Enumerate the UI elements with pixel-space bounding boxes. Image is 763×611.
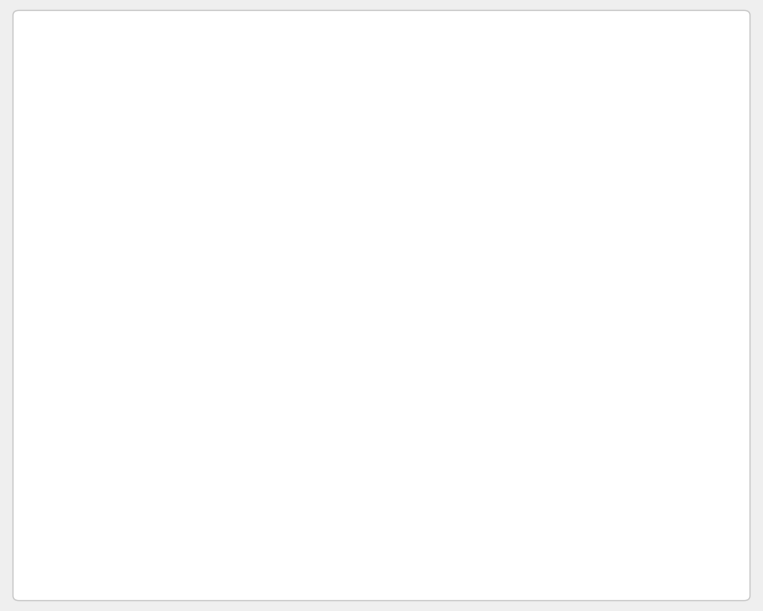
Text: (b): (b) — [128, 276, 154, 295]
Text: (c): (c) — [128, 351, 153, 370]
Text: What is the maximum value for the rank of $\mathit{A}^{T}$?: What is the maximum value for the rank o… — [163, 370, 608, 391]
Text: (a): (a) — [128, 200, 154, 219]
Text: Let $\mathit{A}$ be a $\mathbf{4 \times 3}$ matrix.: Let $\mathit{A}$ be a $\mathbf{4 \times … — [128, 153, 351, 172]
Text: What is the minimum value for the nullity of $\mathit{A}$?: What is the minimum value for the nullit… — [163, 295, 608, 318]
Text: What is the minimum value for the nullity of $\mathit{A}^{T}$?: What is the minimum value for the nullit… — [163, 445, 618, 470]
Text: Exercise 6.5.5: Using the rank and nullity theorem.: Exercise 6.5.5: Using the rank and nulli… — [128, 109, 711, 131]
Text: (d): (d) — [128, 426, 154, 445]
Text: What is the maximum value for the rank of $\mathit{A}$?: What is the maximum value for the rank o… — [163, 219, 598, 238]
